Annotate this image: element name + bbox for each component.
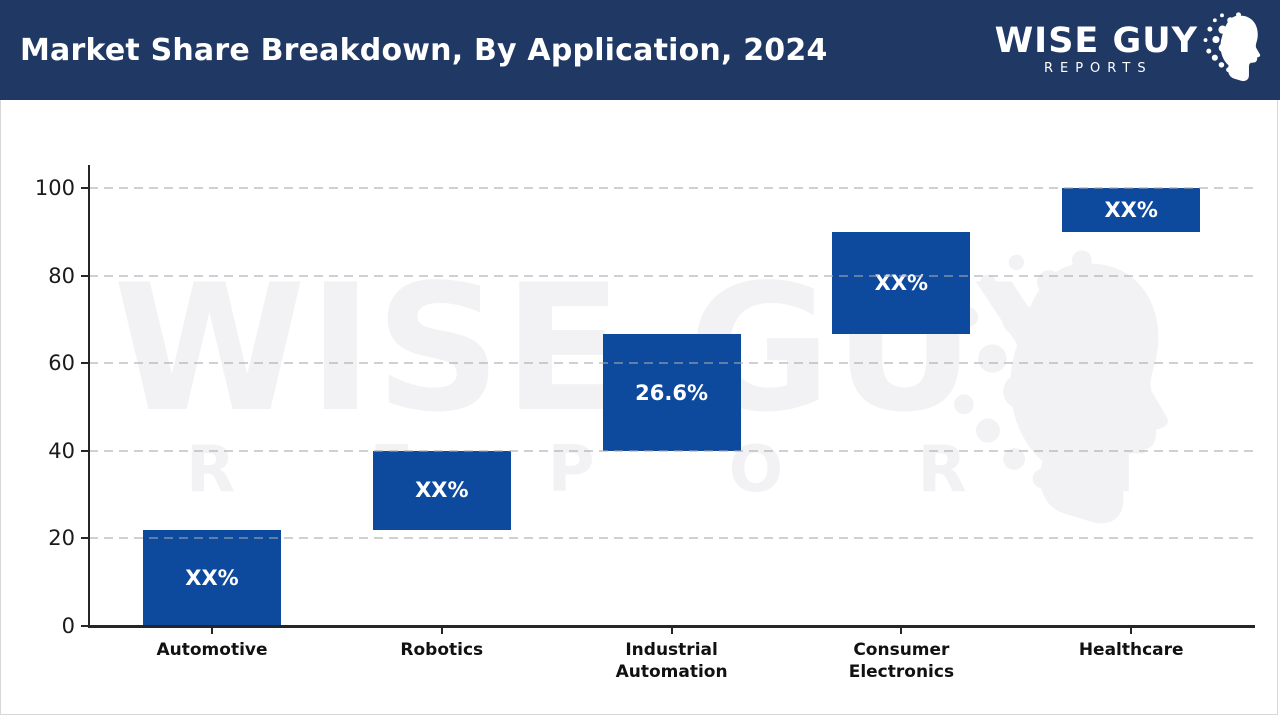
- y-axis-line: [88, 165, 90, 628]
- x-category-label: Healthcare: [1078, 640, 1184, 660]
- y-tick-0: [81, 625, 89, 627]
- brand-logo-text: WISE GUY REPORTS: [994, 21, 1198, 77]
- header-bar: Market Share Breakdown, By Application, …: [0, 0, 1280, 100]
- watermark-head-icon: [943, 250, 1168, 524]
- y-tick-label: 20: [48, 526, 75, 551]
- y-tick-label: 60: [48, 351, 75, 376]
- bar-value-label: XX%: [185, 565, 239, 590]
- bar-consumer-electronics: XX%: [832, 231, 971, 335]
- x-category-label: Consumer Electronics: [848, 640, 955, 682]
- bar-value-label: 26.6%: [635, 380, 709, 405]
- bar-value-label: XX%: [415, 478, 469, 503]
- y-tick-label: 0: [61, 614, 75, 638]
- bar-chart: 0 20 40 60 80 100 XX% Automotive XX% Robotics 26.6…: [1, 100, 1277, 714]
- gridline-100: [89, 187, 1254, 189]
- wiseguy-head-icon: [1203, 12, 1261, 82]
- gridline-40: [89, 449, 1254, 452]
- gridline-80: [89, 274, 1254, 277]
- x-axis-line: [88, 625, 1255, 628]
- gridline-60: [89, 362, 1254, 365]
- y-tick-label: 40: [48, 438, 75, 463]
- x-tick-3: [900, 627, 903, 634]
- brand-logo: WISE GUY REPORTS: [995, 11, 1266, 89]
- page-title: Market Share Breakdown, By Application, …: [20, 32, 828, 68]
- logo-subtitle: REPORTS: [1043, 61, 1153, 76]
- y-tick-20: [81, 537, 89, 540]
- x-tick-0: [211, 627, 213, 634]
- bar-robotics: XX%: [372, 450, 511, 530]
- x-tick-2: [670, 627, 673, 634]
- logo-wordmark: WISE GUY: [994, 21, 1198, 61]
- x-tick-1: [440, 627, 443, 634]
- bar-automotive: XX%: [143, 529, 281, 626]
- y-tick-80: [81, 274, 89, 277]
- x-category-label: Automotive: [156, 640, 268, 660]
- bar-industrial-automation: 26.6%: [602, 334, 741, 451]
- bar-value-label: XX%: [1104, 197, 1158, 222]
- y-tick-40: [81, 449, 89, 452]
- y-tick-label: 100: [34, 176, 75, 200]
- chart-canvas: WISE GUY R E P O R T S 0 20 40 60 80 100 XX% Au…: [0, 100, 1278, 715]
- x-tick-4: [1130, 627, 1133, 634]
- y-tick-60: [81, 362, 89, 365]
- y-tick-100: [81, 187, 89, 189]
- x-category-label: Industrial Automation: [615, 640, 728, 682]
- bar-healthcare: XX%: [1062, 188, 1201, 232]
- gridline-20: [89, 537, 1254, 540]
- x-category-label: Robotics: [400, 640, 484, 660]
- y-tick-label: 80: [48, 263, 75, 288]
